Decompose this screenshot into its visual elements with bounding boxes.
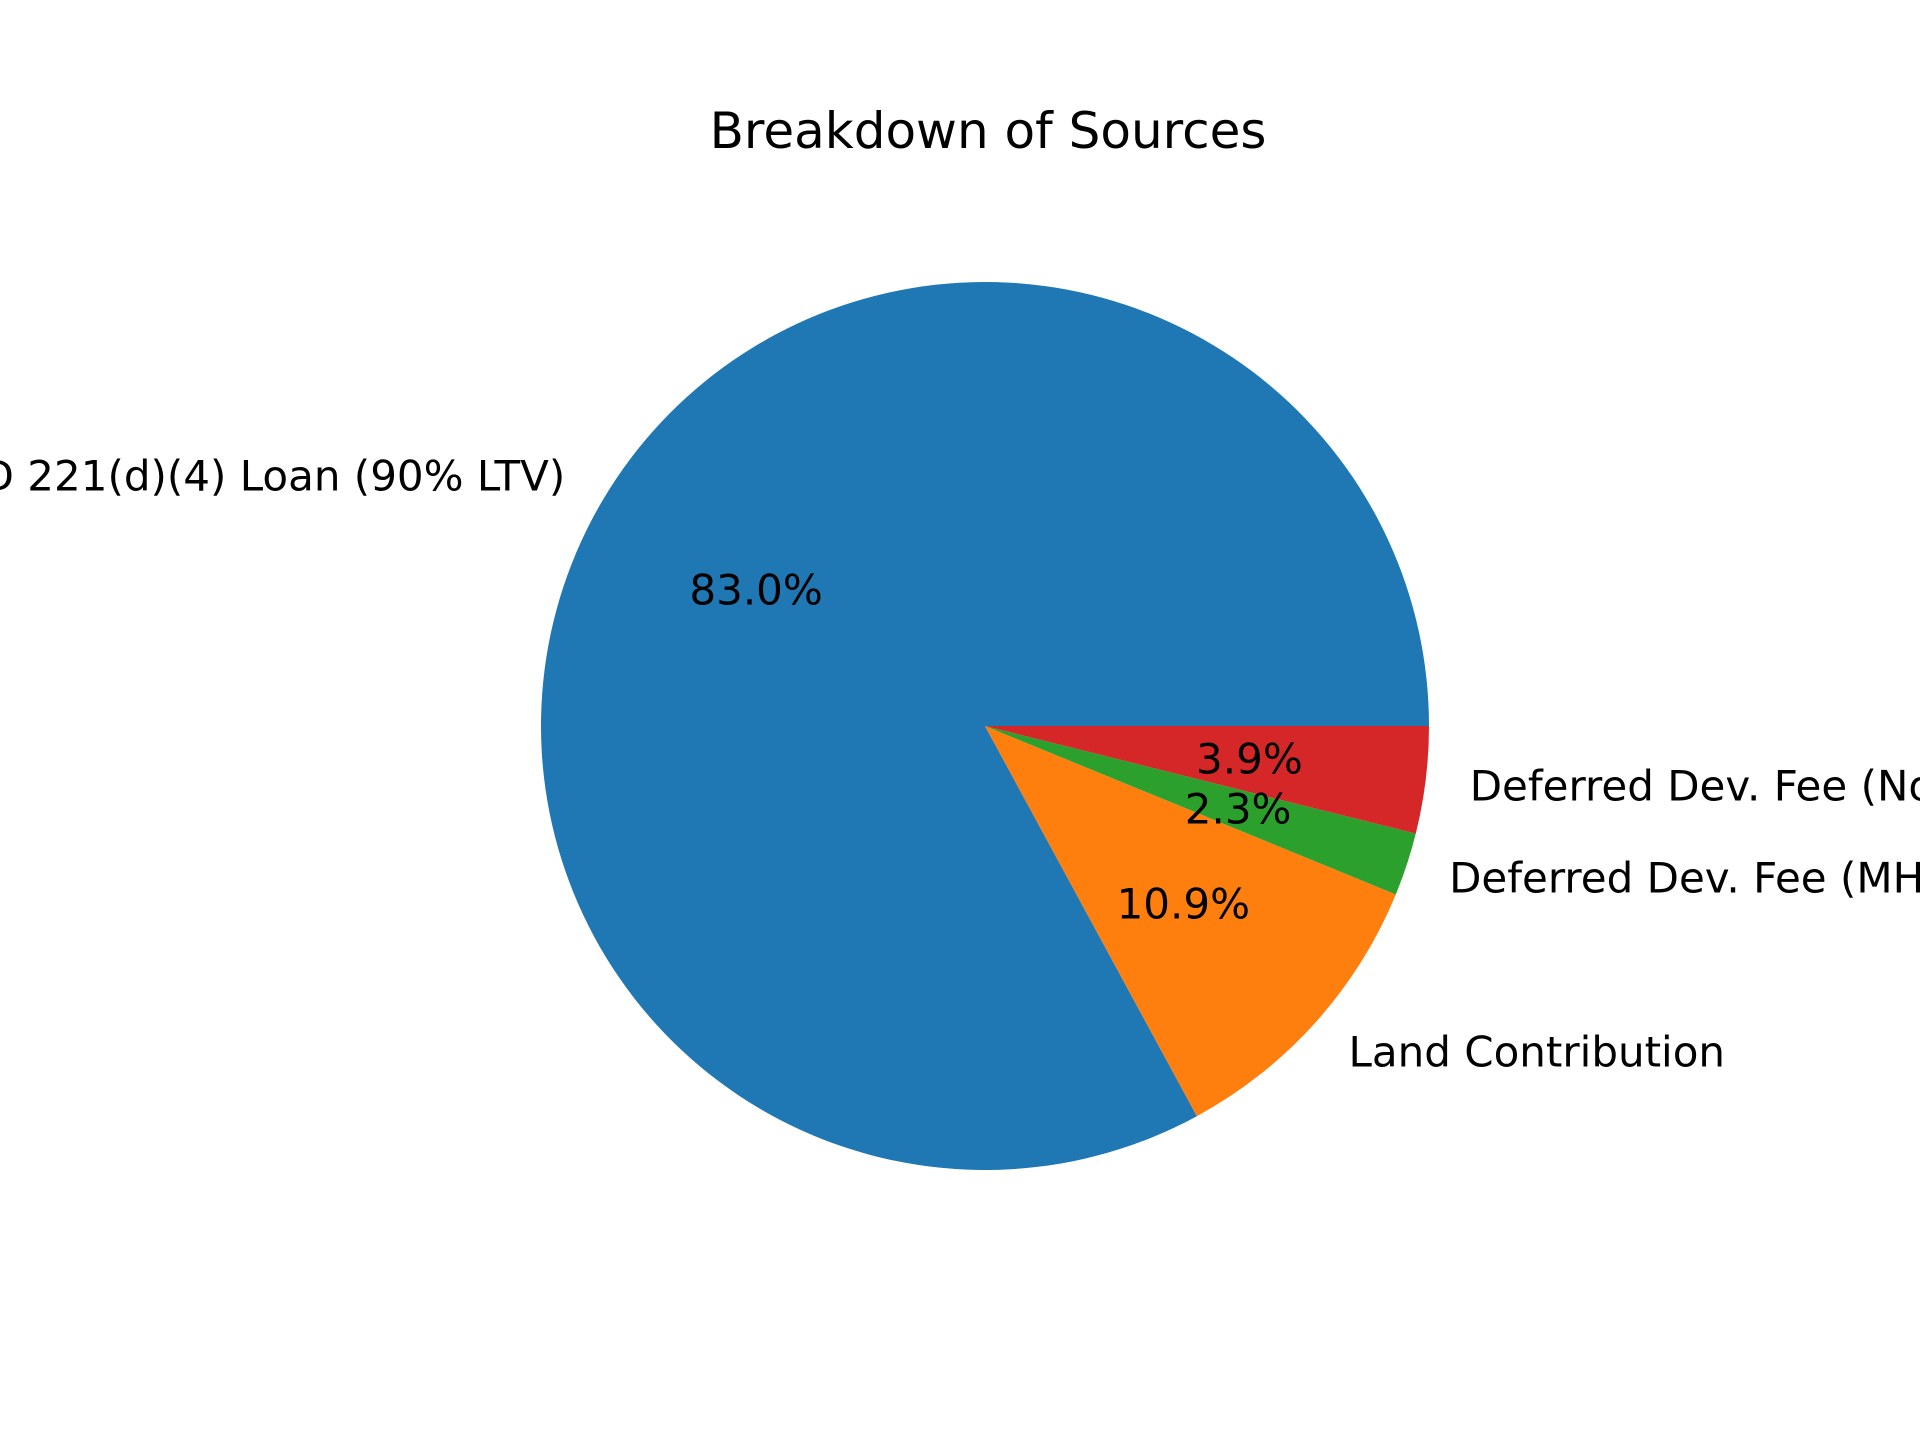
pie-slice-1: [985, 726, 1396, 1117]
slice-pct-label-1: 10.9%: [1116, 879, 1251, 929]
pie-slice-3: [985, 726, 1429, 834]
pie-slice-2: [985, 726, 1416, 895]
slice-pct-label-2: 2.3%: [1184, 784, 1292, 834]
slice-label-1: Land Contribution: [1348, 1027, 1726, 1077]
slice-pct-label-3: 3.9%: [1196, 734, 1303, 783]
pie-slice-0: [541, 282, 1429, 1171]
slice-label-2: Deferred Dev. Fee (MH: [1449, 853, 1920, 903]
slice-label-0: D 221(d)(4) Loan (90% LTV): [0, 451, 566, 501]
slice-pct-label-0: 83.0%: [689, 565, 823, 615]
slice-label-3: Deferred Dev. Fee (No: [1469, 761, 1920, 811]
chart-title: Breakdown of Sources: [709, 102, 1267, 160]
